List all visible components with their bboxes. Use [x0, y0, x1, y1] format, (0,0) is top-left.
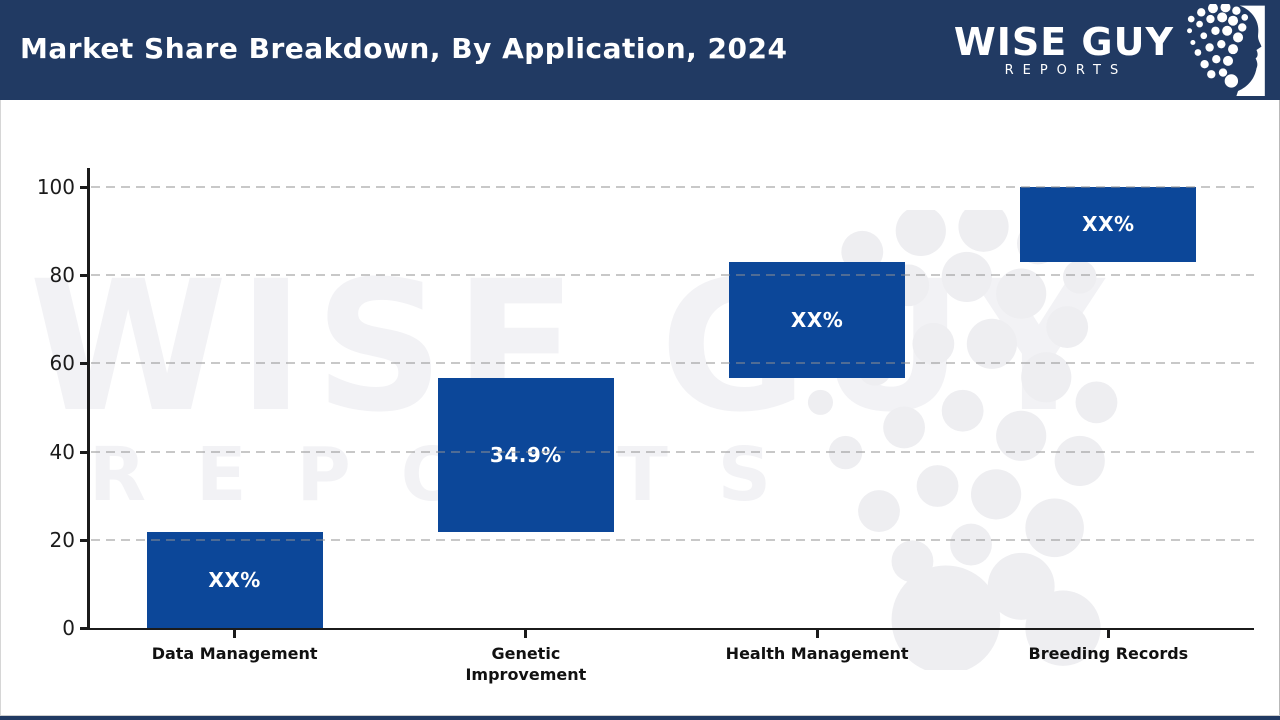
- x-category-label-line: Data Management: [151, 644, 318, 663]
- y-axis-tick: [80, 186, 88, 189]
- x-category-label-line: Breeding Records: [1028, 644, 1189, 663]
- bar-genetic-improvement: 34.9%: [437, 377, 614, 532]
- y-axis-tick: [80, 627, 88, 630]
- y-axis-tick: [80, 450, 88, 454]
- y-tick-label: 20: [49, 527, 75, 552]
- x-axis-tick: [233, 630, 237, 638]
- logo-dotted-face-icon: [1187, 4, 1265, 96]
- bar-health-management: XX%: [729, 261, 906, 378]
- bar-breeding-records: XX%: [1020, 187, 1197, 262]
- bottom-divider: [0, 715, 1280, 716]
- header-bar: Market Share Breakdown, By Application, …: [0, 0, 1280, 100]
- y-axis-spine: [87, 168, 90, 630]
- logo-wordmark: WISE GUY: [953, 20, 1174, 64]
- y-tick-label: 60: [49, 351, 75, 376]
- y-axis-tick: [80, 362, 88, 366]
- grid-line: [91, 186, 1254, 188]
- x-axis-spine: [87, 627, 1254, 630]
- y-axis-tick: [80, 274, 88, 278]
- x-axis-tick: [1106, 630, 1110, 638]
- bar-data-management: XX%: [146, 531, 323, 628]
- bar-value-label: XX%: [1082, 212, 1135, 237]
- grid-line: [91, 274, 1254, 277]
- grid-line: [91, 450, 1254, 453]
- bar-value-label: XX%: [208, 567, 261, 592]
- bar-value-label: 34.9%: [489, 442, 562, 467]
- y-tick-label: 100: [36, 175, 75, 199]
- logo-subtitle: REPORTS: [1004, 63, 1128, 78]
- wise-guy-reports-logo: WISE GUY REPORTS: [954, 4, 1266, 96]
- y-axis-tick: [80, 538, 88, 542]
- y-tick-label: 80: [49, 263, 75, 288]
- footer-bar: [0, 716, 1280, 720]
- x-category-label: Genetic Improvement: [406, 643, 646, 685]
- grid-line: [91, 362, 1254, 365]
- x-axis-tick: [524, 630, 528, 638]
- x-category-label-line: Health Management: [725, 644, 909, 663]
- x-category-label-line: Improvement: [465, 665, 587, 684]
- page-title: Market Share Breakdown, By Application, …: [20, 31, 788, 65]
- x-category-label: Data Management: [115, 643, 355, 664]
- y-tick-label: 40: [49, 439, 75, 464]
- x-category-label: Health Management: [697, 643, 937, 664]
- x-category-label-line: Genetic: [491, 644, 561, 663]
- y-tick-label: 0: [62, 616, 75, 640]
- grid-line: [91, 538, 1254, 541]
- watermark-subtitle: REPORTS: [89, 438, 821, 512]
- x-category-label: Breeding Records: [988, 643, 1228, 664]
- bar-value-label: XX%: [790, 307, 844, 332]
- x-axis-tick: [815, 630, 819, 638]
- logo-text: WISE GUY REPORTS: [954, 23, 1174, 77]
